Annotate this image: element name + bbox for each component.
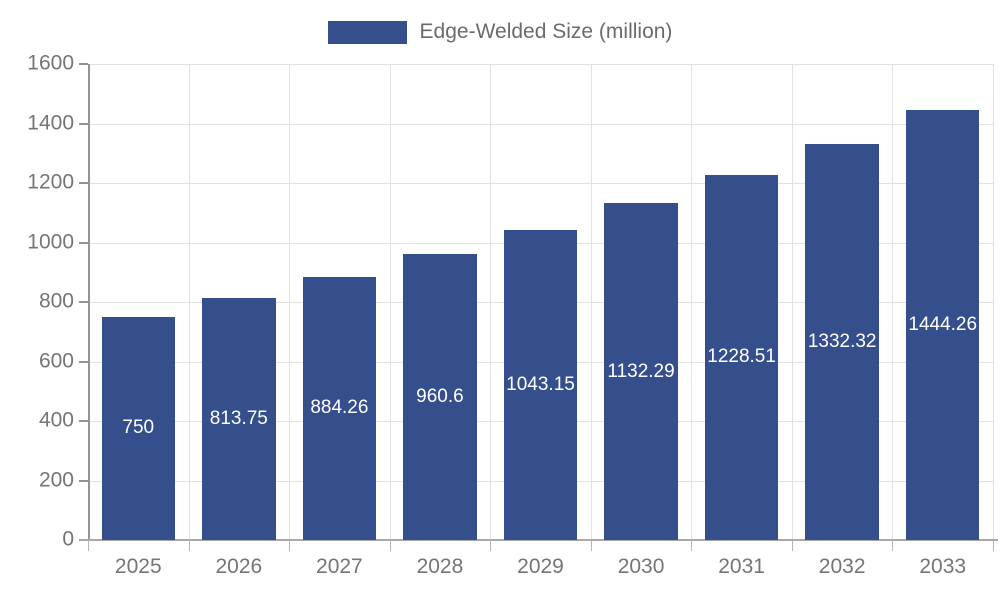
x-tick-label: 2033 <box>919 555 967 578</box>
x-axis-tick <box>490 540 492 551</box>
gridline-vertical <box>691 64 693 540</box>
y-axis-tick <box>79 241 88 244</box>
plot-area: 0 200 400 600 800 1000 1200 1400 1600 2025 2026 202… <box>27 52 998 578</box>
x-tick-label: 2031 <box>718 555 765 578</box>
y-axis-tick <box>79 182 88 184</box>
x-axis-tick <box>590 540 592 551</box>
gridline-vertical <box>590 64 592 540</box>
y-tick-label: 400 <box>38 408 74 432</box>
y-axis-tick <box>79 360 88 363</box>
x-axis-line <box>80 539 998 541</box>
x-tick-label: 2025 <box>114 555 162 578</box>
y-axis-tick <box>79 122 88 125</box>
bar <box>503 229 578 540</box>
y-tick-label: 1400 <box>27 111 74 135</box>
x-axis-tick <box>188 540 190 551</box>
bar <box>302 276 377 540</box>
x-axis-tick <box>289 540 291 551</box>
y-axis-tick <box>79 479 88 482</box>
x-axis-tick <box>389 540 391 551</box>
y-tick-label: 1600 <box>27 51 74 75</box>
x-tick-label: 2028 <box>416 555 464 578</box>
gridline-vertical <box>188 64 190 540</box>
y-tick-label: 200 <box>38 468 74 492</box>
legend-swatch-icon <box>327 20 407 44</box>
gridline-vertical <box>892 64 894 540</box>
legend-label: Edge-Welded Size (million) <box>419 20 673 43</box>
gridline-vertical <box>791 64 793 540</box>
bar <box>403 254 477 540</box>
bar <box>906 110 980 540</box>
x-tick-label: 2027 <box>316 555 363 578</box>
y-tick-label: 1200 <box>27 170 74 194</box>
x-axis-tick <box>791 540 793 551</box>
x-tick-label: 2030 <box>617 555 665 578</box>
gridline-vertical <box>289 64 291 540</box>
bar <box>805 143 879 540</box>
bar <box>704 174 779 540</box>
x-axis-tick <box>993 540 994 551</box>
y-axis-tick <box>79 63 88 65</box>
gridline-vertical <box>490 64 492 540</box>
y-tick-label: 800 <box>38 289 74 313</box>
x-axis-tick <box>892 540 894 551</box>
gridline-horizontal <box>88 123 993 125</box>
gridline-horizontal <box>88 64 993 65</box>
y-tick-label: 1000 <box>27 230 74 254</box>
bar <box>604 203 678 540</box>
y-axis-tick <box>79 301 88 303</box>
y-tick-label: 600 <box>38 349 74 373</box>
x-tick-label: 2032 <box>818 555 866 578</box>
bar <box>101 316 175 540</box>
bar <box>202 297 276 540</box>
y-tick-label: 0 <box>62 527 74 551</box>
gridline-horizontal <box>88 183 993 184</box>
y-axis-line <box>88 64 90 540</box>
x-axis-tick <box>691 540 693 551</box>
x-tick-label: 2026 <box>215 555 263 578</box>
legend[interactable]: Edge-Welded Size (million) <box>0 17 1000 47</box>
gridline-vertical <box>993 64 994 540</box>
x-tick-label: 2029 <box>517 555 564 578</box>
gridline-vertical <box>389 64 391 540</box>
y-axis-tick <box>79 420 88 422</box>
x-axis-tick <box>88 540 89 551</box>
